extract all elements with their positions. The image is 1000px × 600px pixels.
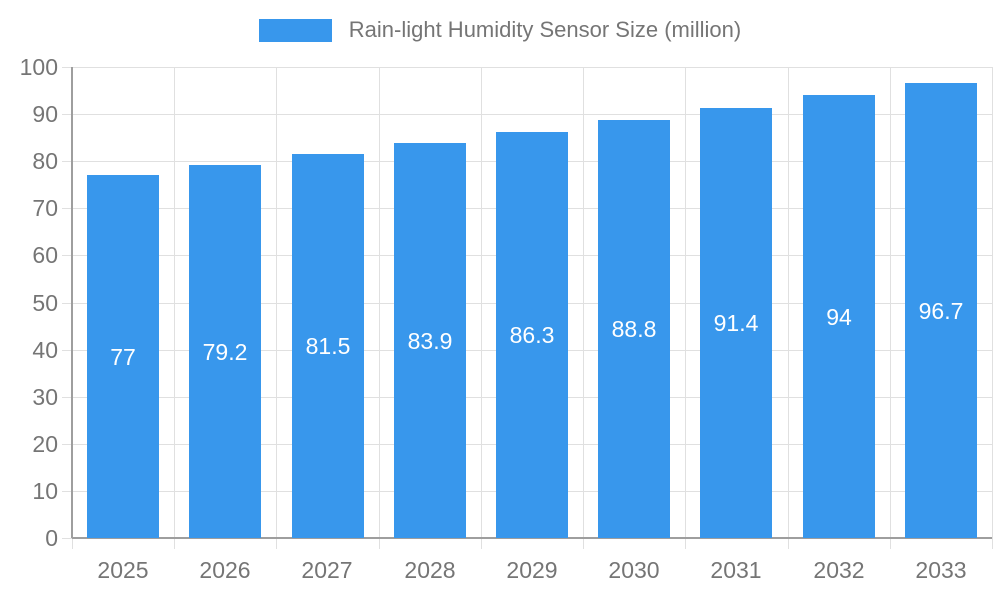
legend-swatch[interactable] xyxy=(258,18,332,42)
y-axis-line xyxy=(71,67,73,538)
x-gridline xyxy=(685,67,686,549)
bar[interactable] xyxy=(905,83,977,538)
y-tick-label: 80 xyxy=(32,148,58,174)
y-tick-label: 50 xyxy=(32,290,58,316)
bar-value-label: 91.4 xyxy=(713,310,759,336)
y-tick-label: 90 xyxy=(32,101,58,127)
x-gridline xyxy=(583,67,584,549)
bar[interactable] xyxy=(189,165,261,538)
bar-value-label: 79.2 xyxy=(202,339,248,365)
x-gridline xyxy=(276,67,277,549)
y-tick-label: 70 xyxy=(32,195,58,221)
bar[interactable] xyxy=(394,143,466,538)
y-gridline xyxy=(62,114,992,115)
bar[interactable] xyxy=(598,120,670,538)
y-gridline xyxy=(62,67,992,68)
x-gridline xyxy=(481,67,482,549)
x-tick-label: 2030 xyxy=(608,557,660,583)
bar-value-label: 86.3 xyxy=(509,322,555,348)
x-gridline xyxy=(174,67,175,549)
y-tick-label: 0 xyxy=(45,525,58,551)
bar[interactable] xyxy=(700,108,772,538)
bar-value-label: 83.9 xyxy=(407,328,453,354)
y-tick-label: 100 xyxy=(19,54,58,80)
x-tick-label: 2026 xyxy=(199,557,251,583)
x-tick-label: 2025 xyxy=(97,557,149,583)
bar[interactable] xyxy=(803,95,875,538)
x-gridline xyxy=(379,67,380,549)
legend[interactable]: Rain-light Humidity Sensor Size (million… xyxy=(0,17,1000,43)
bar[interactable] xyxy=(496,132,568,538)
x-tick-label: 2027 xyxy=(301,557,353,583)
bar-value-label: 94 xyxy=(826,304,852,330)
x-tick-label: 2031 xyxy=(710,557,762,583)
bar-value-label: 96.7 xyxy=(918,298,964,324)
y-tick-label: 20 xyxy=(32,431,58,457)
bar-value-label: 77 xyxy=(110,344,136,370)
x-tick-label: 2029 xyxy=(506,557,558,583)
bar[interactable] xyxy=(292,154,364,538)
bar[interactable] xyxy=(87,175,159,538)
legend-label: Rain-light Humidity Sensor Size (million… xyxy=(348,17,742,42)
y-tick-label: 40 xyxy=(32,337,58,363)
x-tick-label: 2032 xyxy=(813,557,865,583)
x-tick-label: 2033 xyxy=(915,557,967,583)
x-gridline xyxy=(890,67,891,549)
x-gridline xyxy=(788,67,789,549)
x-gridline xyxy=(992,67,993,549)
bar-value-label: 81.5 xyxy=(305,333,351,359)
x-tick-label: 2028 xyxy=(404,557,456,583)
y-tick-label: 60 xyxy=(32,242,58,268)
bar-value-label: 88.8 xyxy=(611,316,657,342)
y-tick-label: 10 xyxy=(32,478,58,504)
x-axis-line xyxy=(72,537,992,539)
y-tick-label: 30 xyxy=(32,384,58,410)
